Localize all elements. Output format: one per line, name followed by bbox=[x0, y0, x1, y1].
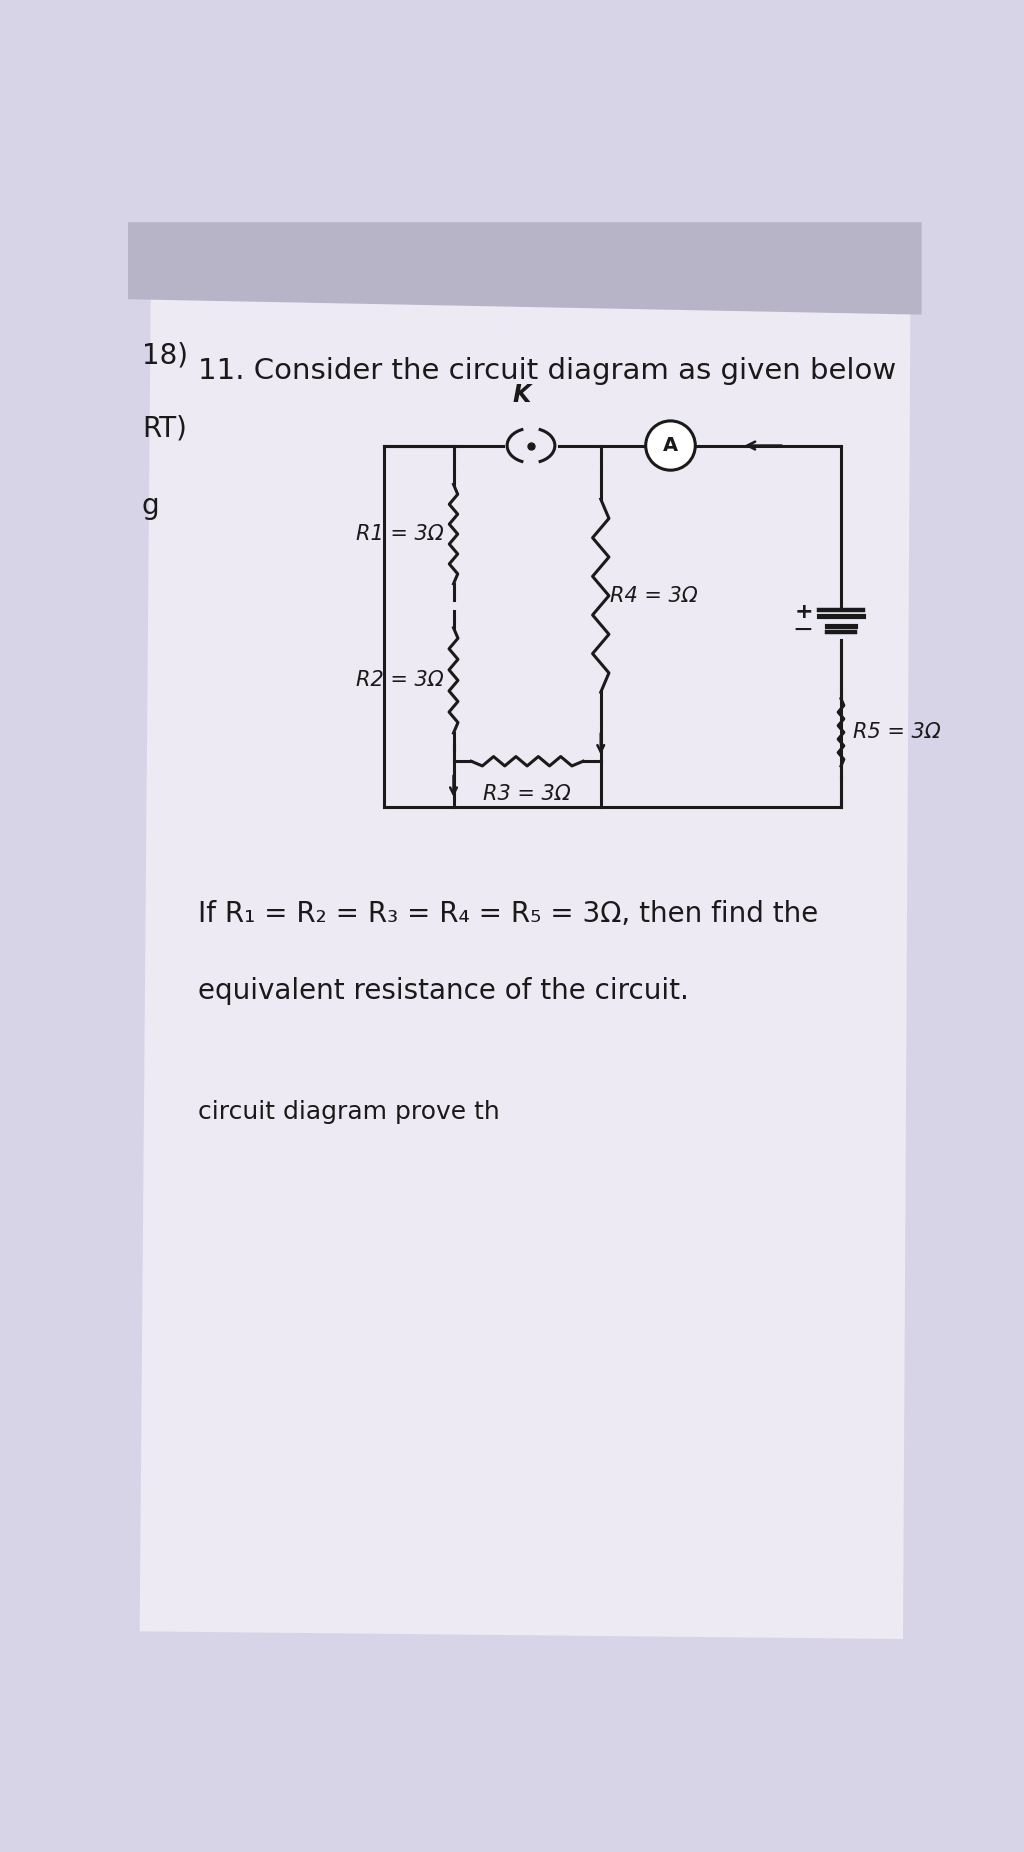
Text: 11. Consider the circuit diagram as given below: 11. Consider the circuit diagram as give… bbox=[198, 357, 896, 385]
Polygon shape bbox=[128, 222, 922, 315]
Text: R1 = 3Ω: R1 = 3Ω bbox=[356, 524, 444, 544]
Polygon shape bbox=[139, 230, 910, 1639]
Circle shape bbox=[646, 420, 695, 470]
Text: 18): 18) bbox=[142, 341, 188, 370]
Text: If R₁ = R₂ = R₃ = R₄ = R₅ = 3Ω, then find the: If R₁ = R₂ = R₃ = R₄ = R₅ = 3Ω, then fin… bbox=[198, 900, 818, 928]
Text: R4 = 3Ω: R4 = 3Ω bbox=[610, 585, 697, 606]
Text: A: A bbox=[663, 435, 678, 456]
Text: −: − bbox=[793, 619, 813, 643]
Text: R3 = 3Ω: R3 = 3Ω bbox=[483, 785, 571, 804]
Text: K: K bbox=[513, 383, 530, 407]
Text: circuit diagram prove th: circuit diagram prove th bbox=[198, 1100, 500, 1124]
Text: RT): RT) bbox=[142, 415, 186, 443]
Text: R2 = 3Ω: R2 = 3Ω bbox=[356, 670, 444, 691]
Text: +: + bbox=[795, 602, 813, 622]
Text: g: g bbox=[142, 493, 160, 520]
Text: R5 = 3Ω: R5 = 3Ω bbox=[853, 722, 940, 743]
Text: equivalent resistance of the circuit.: equivalent resistance of the circuit. bbox=[198, 976, 688, 1006]
